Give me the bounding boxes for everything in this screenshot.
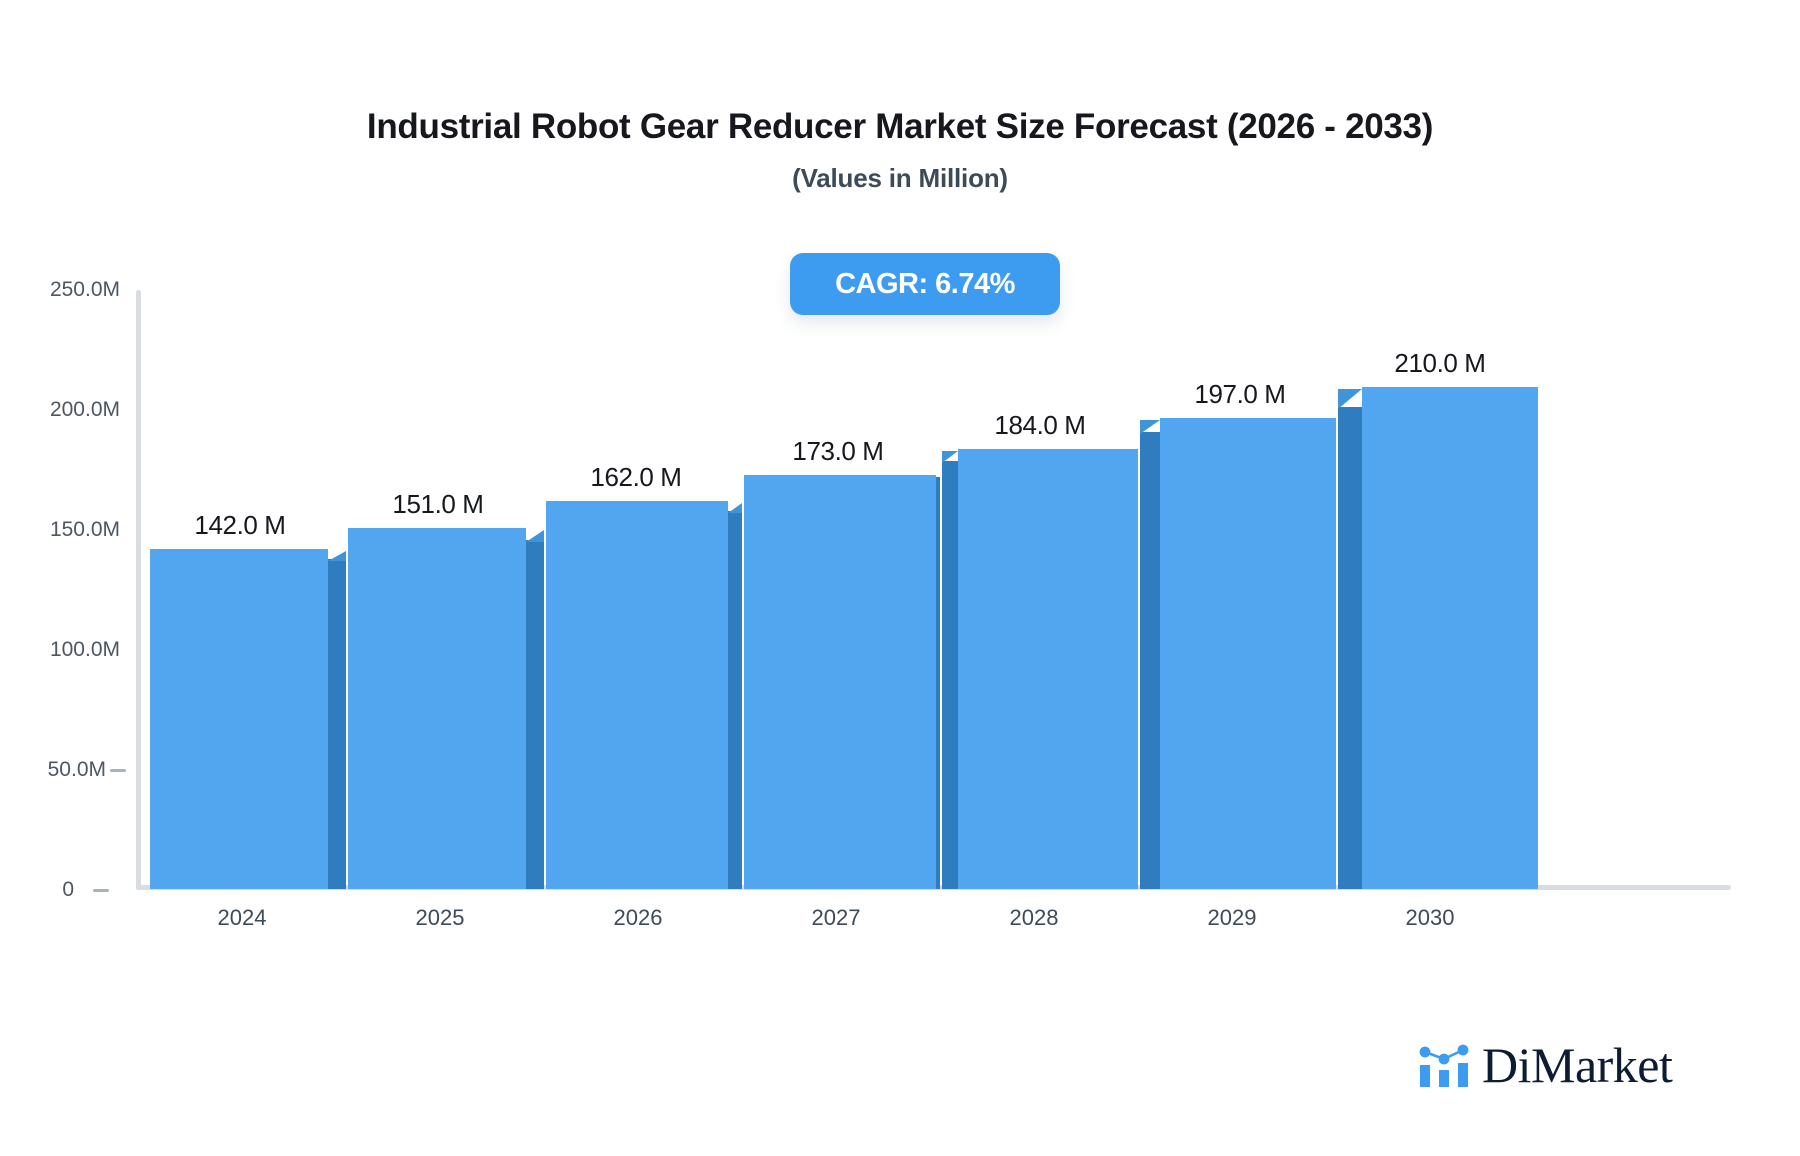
y-tick-mark-50 bbox=[110, 769, 126, 772]
bar-2024[interactable] bbox=[150, 549, 346, 889]
bar-top-face bbox=[1338, 389, 1362, 409]
bar-side-face bbox=[1140, 432, 1160, 889]
bar-face bbox=[546, 501, 728, 889]
bar-value-2029: 197.0 M bbox=[1194, 379, 1286, 409]
y-tick-label-150: 150.0M bbox=[49, 518, 120, 541]
bar-top-face bbox=[526, 530, 544, 542]
x-tick-label-2024: 2024 bbox=[217, 905, 267, 930]
bar-face bbox=[958, 449, 1138, 889]
chart-header: Industrial Robot Gear Reducer Market Siz… bbox=[0, 107, 1800, 194]
bar-face bbox=[1362, 387, 1538, 889]
y-tick-label-250: 250.0M bbox=[49, 278, 120, 301]
bar-2029[interactable] bbox=[1140, 418, 1336, 889]
bar-value-2028: 184.0 M bbox=[994, 410, 1086, 440]
bar-2027[interactable] bbox=[744, 475, 940, 889]
x-tick-label-2030: 2030 bbox=[1405, 905, 1455, 930]
x-tick-label-2026: 2026 bbox=[613, 905, 663, 930]
bar-2025[interactable] bbox=[348, 528, 544, 889]
bar-face bbox=[744, 475, 936, 889]
y-tick-label-50: 50.0M bbox=[47, 758, 106, 781]
watermark-logo: DiMarket bbox=[1418, 1037, 1673, 1093]
page-title: Industrial Robot Gear Reducer Market Siz… bbox=[366, 107, 1434, 146]
bar-value-2025: 151.0 M bbox=[392, 489, 484, 519]
bar-side-face bbox=[1338, 407, 1362, 889]
bar-face bbox=[1160, 418, 1336, 889]
bar-side-face bbox=[728, 511, 742, 889]
bar-side-face bbox=[328, 559, 346, 889]
bar-2030[interactable] bbox=[1338, 387, 1538, 889]
bar-side-face bbox=[936, 477, 940, 889]
bar-value-2027: 173.0 M bbox=[792, 436, 884, 466]
chart-subtitle: (Values in Million) bbox=[792, 162, 1008, 193]
y-tick-label-100: 100.0M bbox=[49, 638, 120, 661]
bar-chart-logo-icon bbox=[1419, 1044, 1469, 1087]
y-tick-label-200: 200.0M bbox=[49, 398, 120, 421]
bar-side-face bbox=[942, 461, 958, 889]
bar-2028[interactable] bbox=[942, 449, 1138, 889]
bar-value-2024: 142.0 M bbox=[194, 510, 286, 540]
bar-value-2030: 210.0 M bbox=[1394, 348, 1486, 378]
bar-face bbox=[348, 528, 526, 889]
cagr-badge: CAGR: 6.74% bbox=[790, 253, 1060, 315]
watermark-brand-name: DiMarket bbox=[1482, 1037, 1673, 1093]
x-tick-label-2029: 2029 bbox=[1207, 905, 1257, 930]
bar-value-2026: 162.0 M bbox=[590, 462, 682, 492]
y-axis-line bbox=[136, 290, 141, 890]
cagr-badge-label: CAGR: 6.74% bbox=[835, 267, 1015, 300]
bar-top-face bbox=[328, 551, 346, 561]
x-tick-label-2028: 2028 bbox=[1009, 905, 1059, 930]
bar-2026[interactable] bbox=[546, 501, 742, 889]
x-tick-label-2025: 2025 bbox=[415, 905, 465, 930]
bar-face bbox=[150, 549, 328, 889]
x-tick-label-2027: 2027 bbox=[811, 905, 861, 930]
bar-top-face bbox=[728, 503, 742, 513]
y-tick-mark-0 bbox=[93, 889, 109, 892]
bar-side-face bbox=[526, 540, 544, 889]
y-tick-label-0: 0 bbox=[62, 878, 74, 901]
